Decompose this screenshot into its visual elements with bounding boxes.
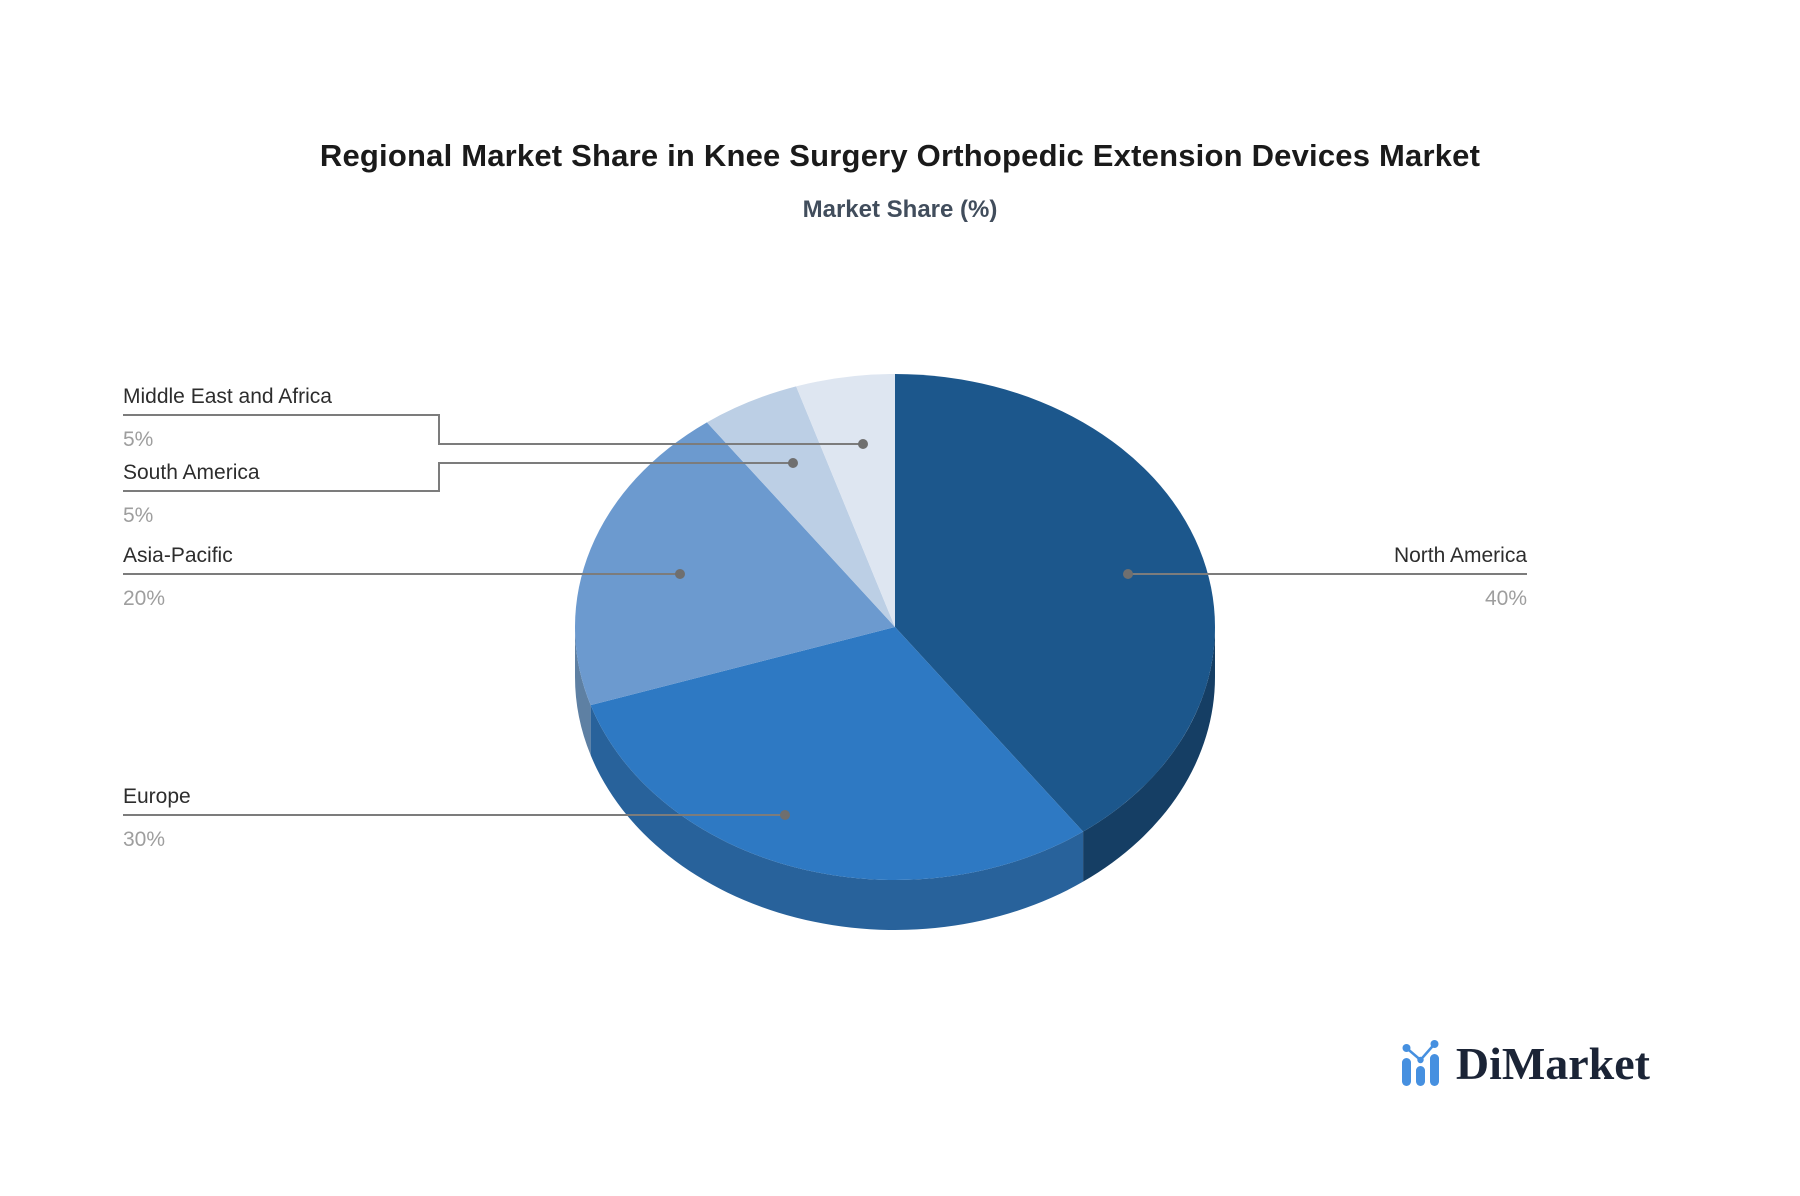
callout-dot-europe	[780, 810, 790, 820]
callout-asia-pacific: Asia-Pacific 20%	[123, 544, 685, 610]
callout-label-asia-pacific: Asia-Pacific	[123, 544, 233, 567]
pie-slice-middle-east-and-africa[interactable]	[796, 374, 895, 627]
callout-dot-south-america	[788, 458, 798, 468]
callout-value-north-america: 40%	[1485, 587, 1527, 610]
callout-south-america: South America 5%	[123, 458, 798, 527]
pie-slice-asia-pacific-side	[575, 627, 591, 756]
callout-label-europe: Europe	[123, 785, 191, 808]
callout-label-middle-east-and-africa: Middle East and Africa	[123, 385, 332, 408]
callout-europe: Europe 30%	[123, 785, 790, 851]
callout-line-south-america	[123, 462, 793, 492]
chart-subtitle: Market Share (%)	[802, 196, 998, 223]
callout-value-asia-pacific: 20%	[123, 587, 165, 610]
callout-dot-middle-east-and-africa	[858, 439, 868, 449]
callout-label-north-america: North America	[1394, 544, 1527, 567]
callout-north-america: North America 40%	[1123, 544, 1527, 610]
pie-slice-north-america[interactable]	[895, 374, 1216, 832]
pie-slice-north-america-side	[1083, 627, 1215, 882]
callout-dot-north-america	[1123, 569, 1133, 579]
callout-label-south-america: South America	[123, 461, 260, 484]
callout-value-middle-east-and-africa: 5%	[123, 428, 153, 451]
callout-middle-east-and-africa: Middle East and Africa 5%	[123, 385, 868, 451]
pie-slice-south-america[interactable]	[706, 386, 895, 627]
bar-chart-logo-icon	[1401, 1040, 1439, 1086]
pie-slice-asia-pacific[interactable]	[575, 422, 895, 706]
callout-value-south-america: 5%	[123, 504, 153, 527]
logo-brand-text: DiMarket	[1455, 1038, 1650, 1089]
pie-slice-europe[interactable]	[590, 627, 1084, 881]
callout-line-middle-east-and-africa	[123, 414, 863, 445]
dimarket-logo: DiMarket	[1400, 1038, 1650, 1090]
callout-value-europe: 30%	[123, 828, 165, 851]
pie-slice-europe-side	[590, 705, 1084, 930]
chart-title: Regional Market Share in Knee Surgery Or…	[319, 138, 1481, 173]
callout-dot-asia-pacific	[675, 569, 685, 579]
